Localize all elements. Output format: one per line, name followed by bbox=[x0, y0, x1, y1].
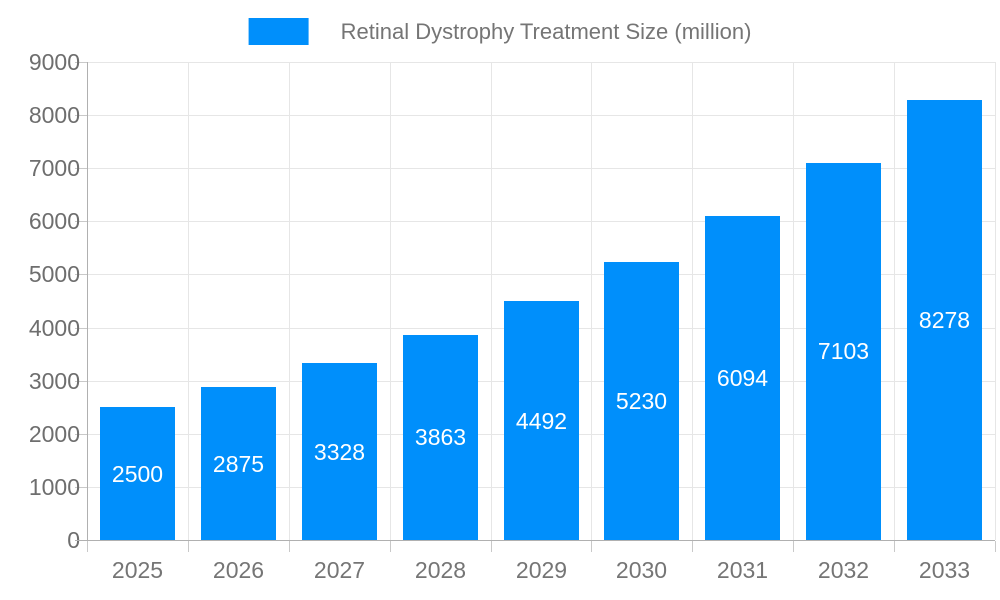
bar-value-label: 4492 bbox=[515, 408, 568, 434]
y-tick-label: 3000 bbox=[28, 368, 80, 394]
gridline-vertical bbox=[390, 62, 391, 540]
bar-value-label: 3863 bbox=[414, 424, 467, 450]
y-tick-label: 1000 bbox=[28, 474, 80, 500]
bar-value-label: 5230 bbox=[615, 388, 668, 414]
gridline-horizontal bbox=[87, 274, 995, 275]
x-tick-label: 2026 bbox=[212, 557, 265, 583]
x-tick-label: 2029 bbox=[515, 557, 568, 583]
gridline-vertical bbox=[894, 62, 895, 540]
bar bbox=[403, 335, 478, 540]
y-axis-tick bbox=[75, 168, 87, 169]
gridline-vertical bbox=[591, 62, 592, 540]
bar-value-label: 2875 bbox=[212, 451, 265, 477]
y-tick-label: 8000 bbox=[28, 102, 80, 128]
bar bbox=[604, 262, 679, 540]
y-axis-tick bbox=[75, 381, 87, 382]
x-axis-tick bbox=[692, 541, 693, 552]
y-axis-line bbox=[87, 62, 88, 540]
bar-value-label: 8278 bbox=[918, 307, 971, 333]
y-axis-tick bbox=[75, 328, 87, 329]
gridline-vertical bbox=[692, 62, 693, 540]
bar bbox=[705, 216, 780, 540]
y-tick-label: 9000 bbox=[28, 49, 80, 75]
y-axis-tick bbox=[75, 274, 87, 275]
legend-swatch-icon bbox=[248, 18, 309, 45]
x-axis-tick bbox=[390, 541, 391, 552]
x-axis-tick bbox=[793, 541, 794, 552]
bar-value-label: 6094 bbox=[716, 365, 769, 391]
gridline-vertical bbox=[491, 62, 492, 540]
y-axis-tick bbox=[75, 221, 87, 222]
gridline-vertical bbox=[793, 62, 794, 540]
bar-value-label: 7103 bbox=[817, 338, 870, 364]
gridline-horizontal bbox=[87, 115, 995, 116]
bar bbox=[100, 407, 175, 540]
y-axis-tick bbox=[75, 434, 87, 435]
x-axis-tick bbox=[491, 541, 492, 552]
y-tick-label: 2000 bbox=[28, 421, 80, 447]
gridline-horizontal bbox=[87, 62, 995, 63]
bar-value-label: 3328 bbox=[313, 439, 366, 465]
x-axis-line bbox=[75, 540, 995, 541]
y-tick-label: 0 bbox=[67, 527, 80, 553]
x-axis-tick bbox=[591, 541, 592, 552]
y-tick-label: 7000 bbox=[28, 155, 80, 181]
bar bbox=[302, 363, 377, 540]
x-tick-label: 2031 bbox=[716, 557, 769, 583]
y-tick-label: 5000 bbox=[28, 261, 80, 287]
x-axis-tick bbox=[289, 541, 290, 552]
x-tick-label: 2025 bbox=[111, 557, 164, 583]
x-tick-label: 2033 bbox=[918, 557, 971, 583]
y-tick-label: 6000 bbox=[28, 208, 80, 234]
bar bbox=[201, 387, 276, 540]
x-axis-tick bbox=[87, 541, 88, 552]
bar bbox=[806, 163, 881, 540]
y-axis-tick bbox=[75, 62, 87, 63]
bar-value-label: 2500 bbox=[111, 461, 164, 487]
gridline-vertical bbox=[188, 62, 189, 540]
x-axis-tick bbox=[995, 541, 996, 552]
gridline-horizontal bbox=[87, 168, 995, 169]
x-tick-label: 2028 bbox=[414, 557, 467, 583]
legend-item[interactable]: Retinal Dystrophy Treatment Size (millio… bbox=[248, 18, 752, 45]
x-tick-label: 2032 bbox=[817, 557, 870, 583]
y-axis-tick bbox=[75, 487, 87, 488]
x-axis-tick bbox=[894, 541, 895, 552]
x-tick-label: 2027 bbox=[313, 557, 366, 583]
legend-label: Retinal Dystrophy Treatment Size (millio… bbox=[340, 18, 752, 44]
x-tick-label: 2030 bbox=[615, 557, 668, 583]
bar bbox=[504, 301, 579, 540]
y-tick-label: 4000 bbox=[28, 315, 80, 341]
gridline-vertical bbox=[289, 62, 290, 540]
bar bbox=[907, 100, 982, 540]
x-axis-tick bbox=[188, 541, 189, 552]
gridline-horizontal bbox=[87, 221, 995, 222]
gridline-vertical bbox=[995, 62, 996, 540]
y-axis-tick bbox=[75, 115, 87, 116]
